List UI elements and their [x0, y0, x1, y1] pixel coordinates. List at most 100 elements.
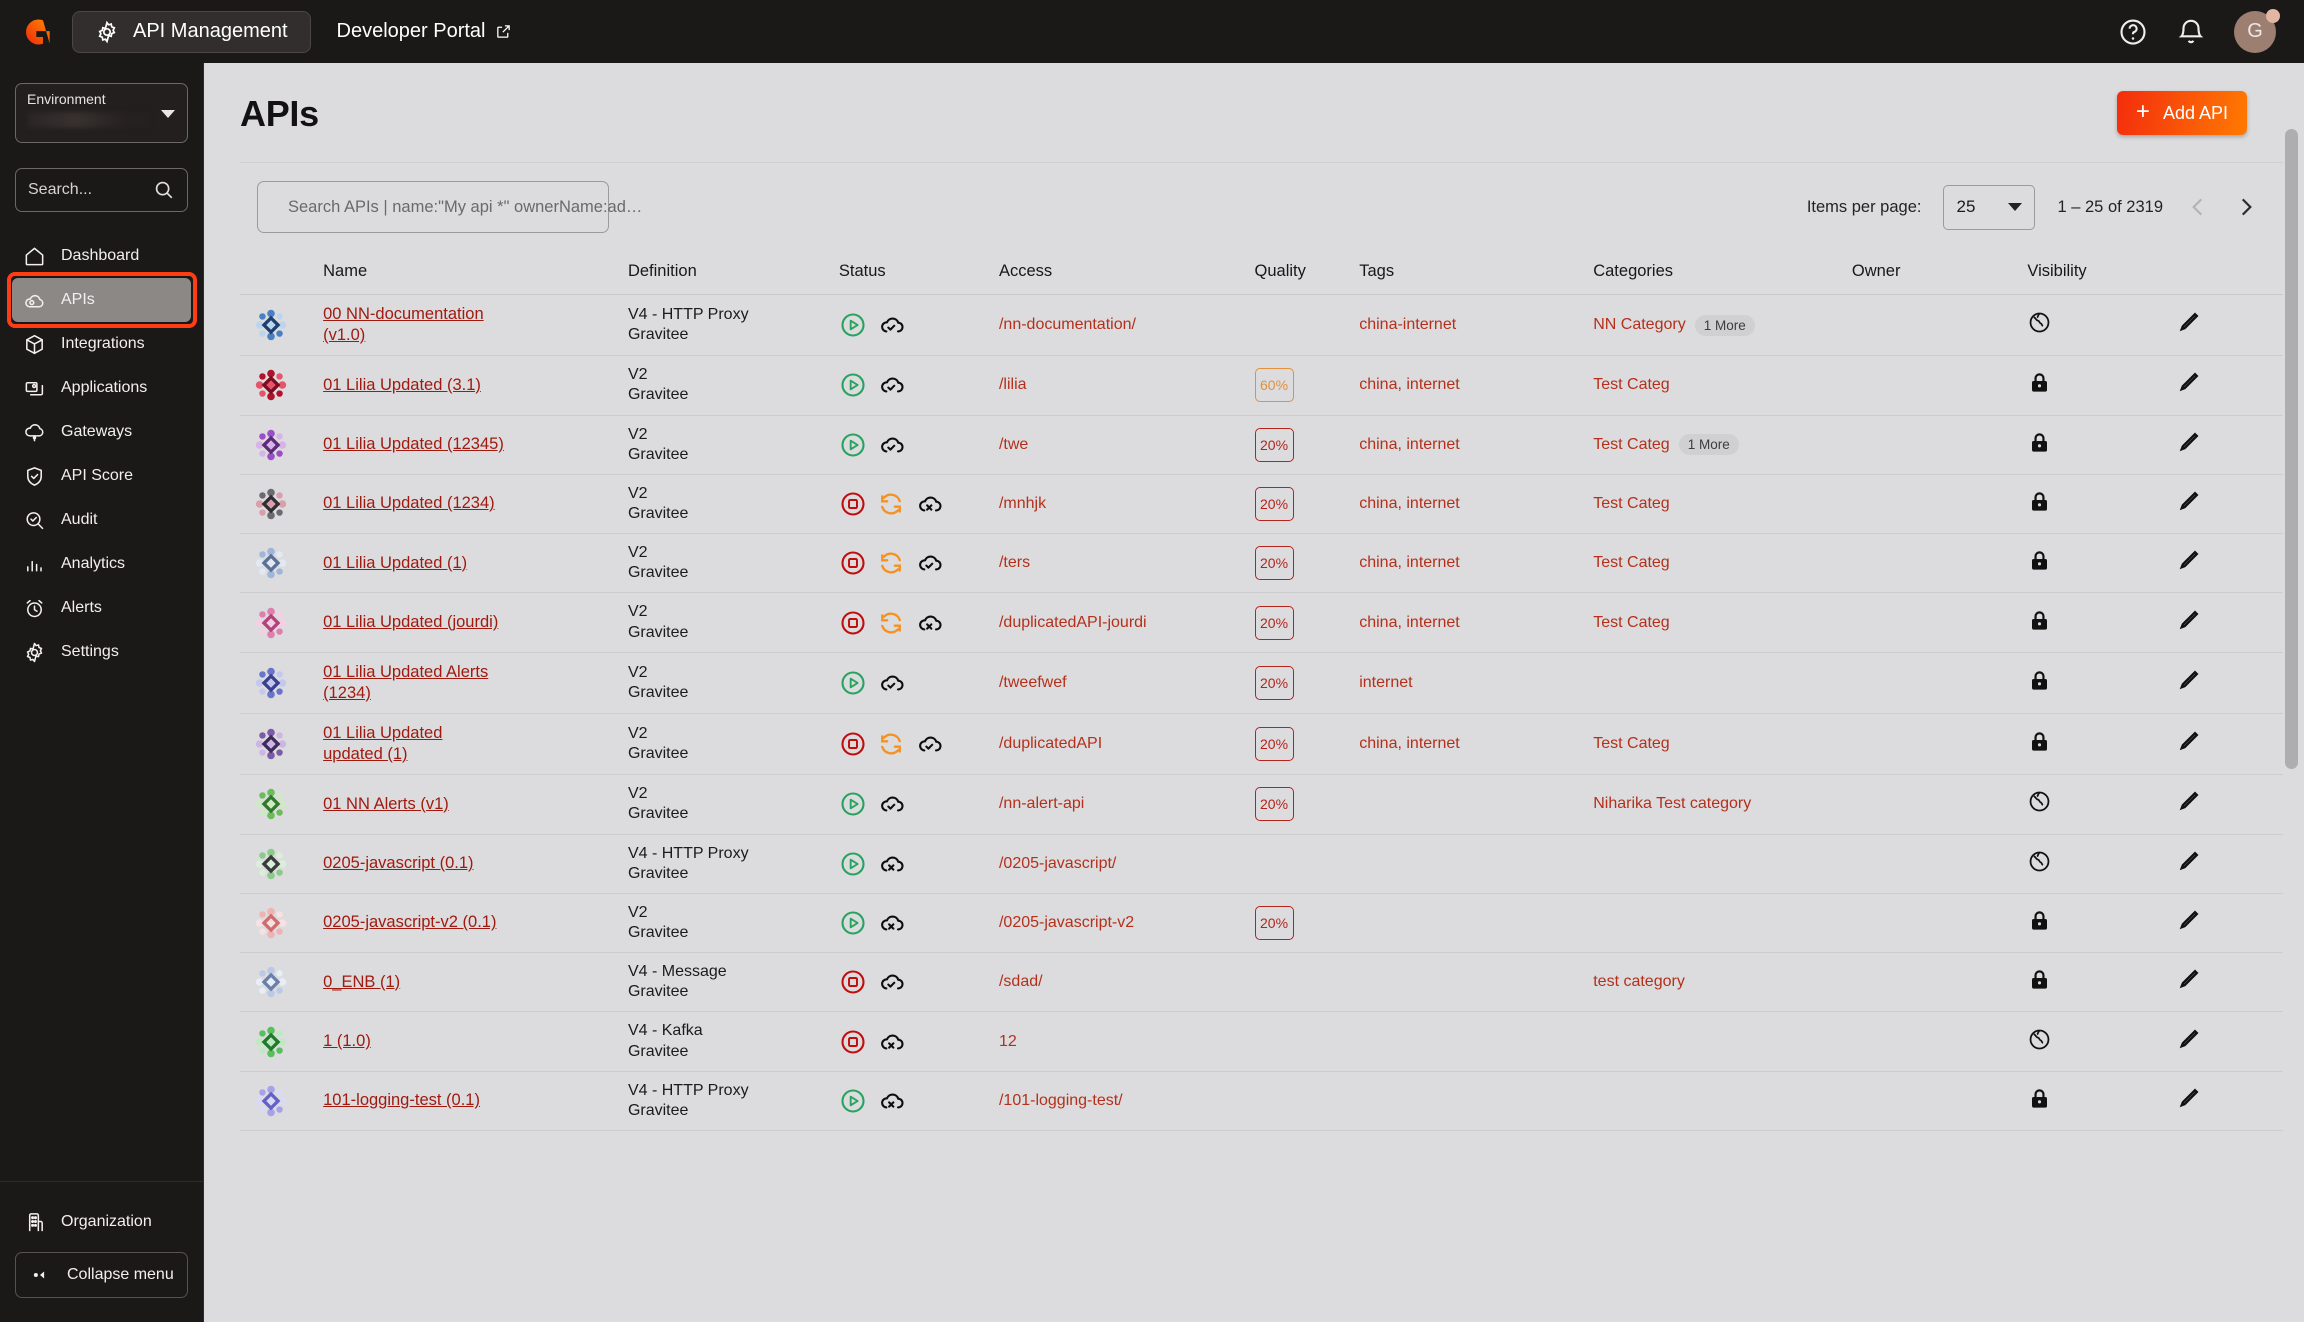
collapse-menu-button[interactable]: Collapse menu	[15, 1252, 188, 1298]
cell-name: 0205-javascript-v2 (0.1)	[323, 893, 628, 954]
cell-edit[interactable]	[2175, 415, 2283, 475]
items-per-page-select[interactable]: 25	[1943, 184, 2036, 230]
sidebar-item-api-score[interactable]: API Score	[12, 454, 191, 498]
environment-selector[interactable]: Environment	[15, 83, 188, 143]
table-row[interactable]: 01 Lilia Updated (1234) V2 Gravitee/mnhjk 2…	[240, 474, 2283, 535]
sidebar-item-alerts[interactable]: Alerts	[12, 586, 191, 630]
environment-value-redacted	[27, 112, 150, 128]
sidebar-search-input[interactable]: Search...	[15, 168, 188, 212]
cell-categories	[1593, 834, 1852, 894]
cell-edit[interactable]	[2175, 294, 2283, 357]
cell-edit[interactable]	[2175, 834, 2283, 894]
api-name-link[interactable]: 0205-javascript (0.1)	[323, 854, 474, 873]
category-label: NN Category	[1593, 316, 1686, 334]
status-sync-icon	[880, 733, 901, 755]
edit-pencil-icon[interactable]	[2175, 1026, 2202, 1053]
tag-list: china, internet	[1359, 376, 1460, 394]
api-name-link[interactable]: 01 Lilia Updated (3.1)	[323, 375, 481, 394]
cell-edit[interactable]	[2175, 774, 2283, 835]
api-name-link[interactable]: 0_ENB (1)	[323, 972, 401, 991]
gravitee-logo	[26, 19, 50, 44]
edit-pencil-icon[interactable]	[2175, 788, 2202, 815]
developer-portal-link[interactable]: Developer Portal	[337, 20, 512, 43]
sidebar-item-applications[interactable]: Applications	[12, 366, 191, 410]
sidebar-item-integrations[interactable]: Integrations	[12, 322, 191, 366]
edit-pencil-icon[interactable]	[2175, 488, 2202, 515]
sidebar-item-analytics[interactable]: Analytics	[12, 542, 191, 586]
vertical-scrollbar[interactable]	[2285, 129, 2298, 1322]
sidebar-item-label: Integrations	[61, 335, 145, 352]
collapse-menu-label: Collapse menu	[67, 1266, 174, 1283]
cell-edit[interactable]	[2175, 533, 2283, 594]
api-name-link[interactable]: 01 Lilia Updated updated (1)	[323, 724, 443, 764]
more-categories-chip[interactable]: 1 More	[1678, 434, 1739, 456]
cell-edit[interactable]	[2175, 952, 2283, 1013]
add-api-button[interactable]: + Add API	[2116, 91, 2247, 135]
chevron-right-icon[interactable]	[2233, 194, 2259, 220]
sidebar-item-gateways[interactable]: Gateways	[12, 410, 191, 454]
sidebar-item-audit[interactable]: Audit	[12, 498, 191, 542]
table-row[interactable]: 1 (1.0) V4 - Kafka Gravitee 12	[240, 1011, 2283, 1072]
table-row[interactable]: 01 Lilia Updated (1) V2 Gravitee/ters 20% ch…	[240, 533, 2283, 594]
table-row[interactable]: 0_ENB (1) V4 - Message Gravitee/sdad/test …	[240, 952, 2283, 1013]
api-name-link[interactable]: 01 Lilia Updated (1)	[323, 553, 468, 572]
column-header-quality: Quality	[1254, 251, 1360, 295]
api-name-link[interactable]: 0205-javascript-v2 (0.1)	[323, 913, 497, 932]
api-name-link[interactable]: 01 NN Alerts (v1)	[323, 794, 449, 813]
edit-pencil-icon[interactable]	[2175, 607, 2202, 634]
edit-pencil-icon[interactable]	[2175, 667, 2202, 694]
avatar[interactable]: G	[2234, 8, 2280, 53]
table-row[interactable]: 01 Lilia Updated Alerts (1234) V2 Gravitee…	[240, 652, 2283, 715]
table-row[interactable]: 0205-javascript-v2 (0.1) V2 Gravitee/0205-…	[240, 893, 2283, 954]
cell-edit[interactable]	[2175, 1011, 2283, 1072]
api-name-link[interactable]: 01 Lilia Updated Alerts (1234)	[323, 662, 489, 702]
api-name-link[interactable]: 01 Lilia Updated (1234)	[323, 494, 495, 513]
cell-access: /nn-alert-api	[998, 774, 1255, 835]
api-management-button[interactable]: API Management	[72, 10, 311, 53]
edit-pencil-icon[interactable]	[2175, 966, 2202, 993]
api-name-link[interactable]: 00 NN-documentation (v1.0)	[323, 305, 484, 345]
table-row[interactable]: 0205-javascript (0.1) V4 - HTTP Proxy Grav…	[240, 834, 2283, 894]
cell-definition: V4 - Kafka Gravitee	[627, 1011, 839, 1072]
column-header-visibility: Visibility	[2027, 251, 2176, 295]
bell-icon[interactable]	[2176, 17, 2206, 47]
table-row[interactable]: 01 Lilia Updated (12345) V2 Gravitee/twe 20…	[240, 415, 2283, 475]
edit-pencil-icon[interactable]	[2175, 907, 2202, 934]
edit-pencil-icon[interactable]	[2175, 429, 2202, 456]
cell-tags	[1359, 774, 1594, 835]
sidebar-item-settings[interactable]: Settings	[12, 630, 191, 674]
edit-pencil-icon[interactable]	[2175, 1085, 2202, 1112]
cell-edit[interactable]	[2175, 355, 2283, 416]
search-input[interactable]: Search APIs | name:"My api *" ownerName:…	[257, 181, 642, 233]
edit-pencil-icon[interactable]	[2175, 547, 2202, 574]
scrollbar-thumb[interactable]	[2285, 129, 2298, 769]
cell-tags: china, internet	[1359, 592, 1594, 653]
cell-edit[interactable]	[2175, 893, 2283, 954]
edit-pencil-icon[interactable]	[2175, 848, 2202, 875]
cell-edit[interactable]	[2175, 474, 2283, 535]
sidebar-item-apis[interactable]: APIs	[12, 278, 191, 322]
cell-edit[interactable]	[2175, 1071, 2283, 1132]
cell-edit[interactable]	[2175, 652, 2283, 715]
sidebar-item-dashboard[interactable]: Dashboard	[12, 234, 191, 278]
table-row[interactable]: 01 Lilia Updated (3.1) V2 Gravitee/lilia 60…	[240, 355, 2283, 416]
table-row[interactable]: 01 Lilia Updated (jourdi) V2 Gravitee/dupl…	[240, 592, 2283, 653]
api-name-link[interactable]: 01 Lilia Updated (jourdi)	[323, 613, 499, 632]
help-circle-icon[interactable]	[2118, 17, 2148, 47]
cell-definition: V4 - HTTP Proxy Gravitee	[627, 834, 839, 894]
table-row[interactable]: 00 NN-documentation (v1.0) V4 - HTTP Prox…	[240, 294, 2283, 357]
table-row[interactable]: 01 NN Alerts (v1) V2 Gravitee/nn-alert-api…	[240, 774, 2283, 835]
chevron-left-icon[interactable]	[2185, 194, 2211, 220]
edit-pencil-icon[interactable]	[2175, 728, 2202, 755]
api-name-link[interactable]: 1 (1.0)	[323, 1032, 371, 1051]
edit-pencil-icon[interactable]	[2175, 309, 2202, 336]
more-categories-chip[interactable]: 1 More	[1694, 314, 1755, 336]
cell-edit[interactable]	[2175, 713, 2283, 776]
table-row[interactable]: 01 Lilia Updated updated (1) V2 Gravitee/d…	[240, 713, 2283, 776]
api-name-link[interactable]: 01 Lilia Updated (12345)	[323, 435, 504, 454]
edit-pencil-icon[interactable]	[2175, 369, 2202, 396]
cell-edit[interactable]	[2175, 592, 2283, 653]
sidebar-item-organization[interactable]: Organization	[12, 1200, 191, 1244]
table-row[interactable]: 101-logging-test (0.1) V4 - HTTP Proxy Gra…	[240, 1071, 2283, 1132]
api-name-link[interactable]: 101-logging-test (0.1)	[323, 1091, 480, 1110]
